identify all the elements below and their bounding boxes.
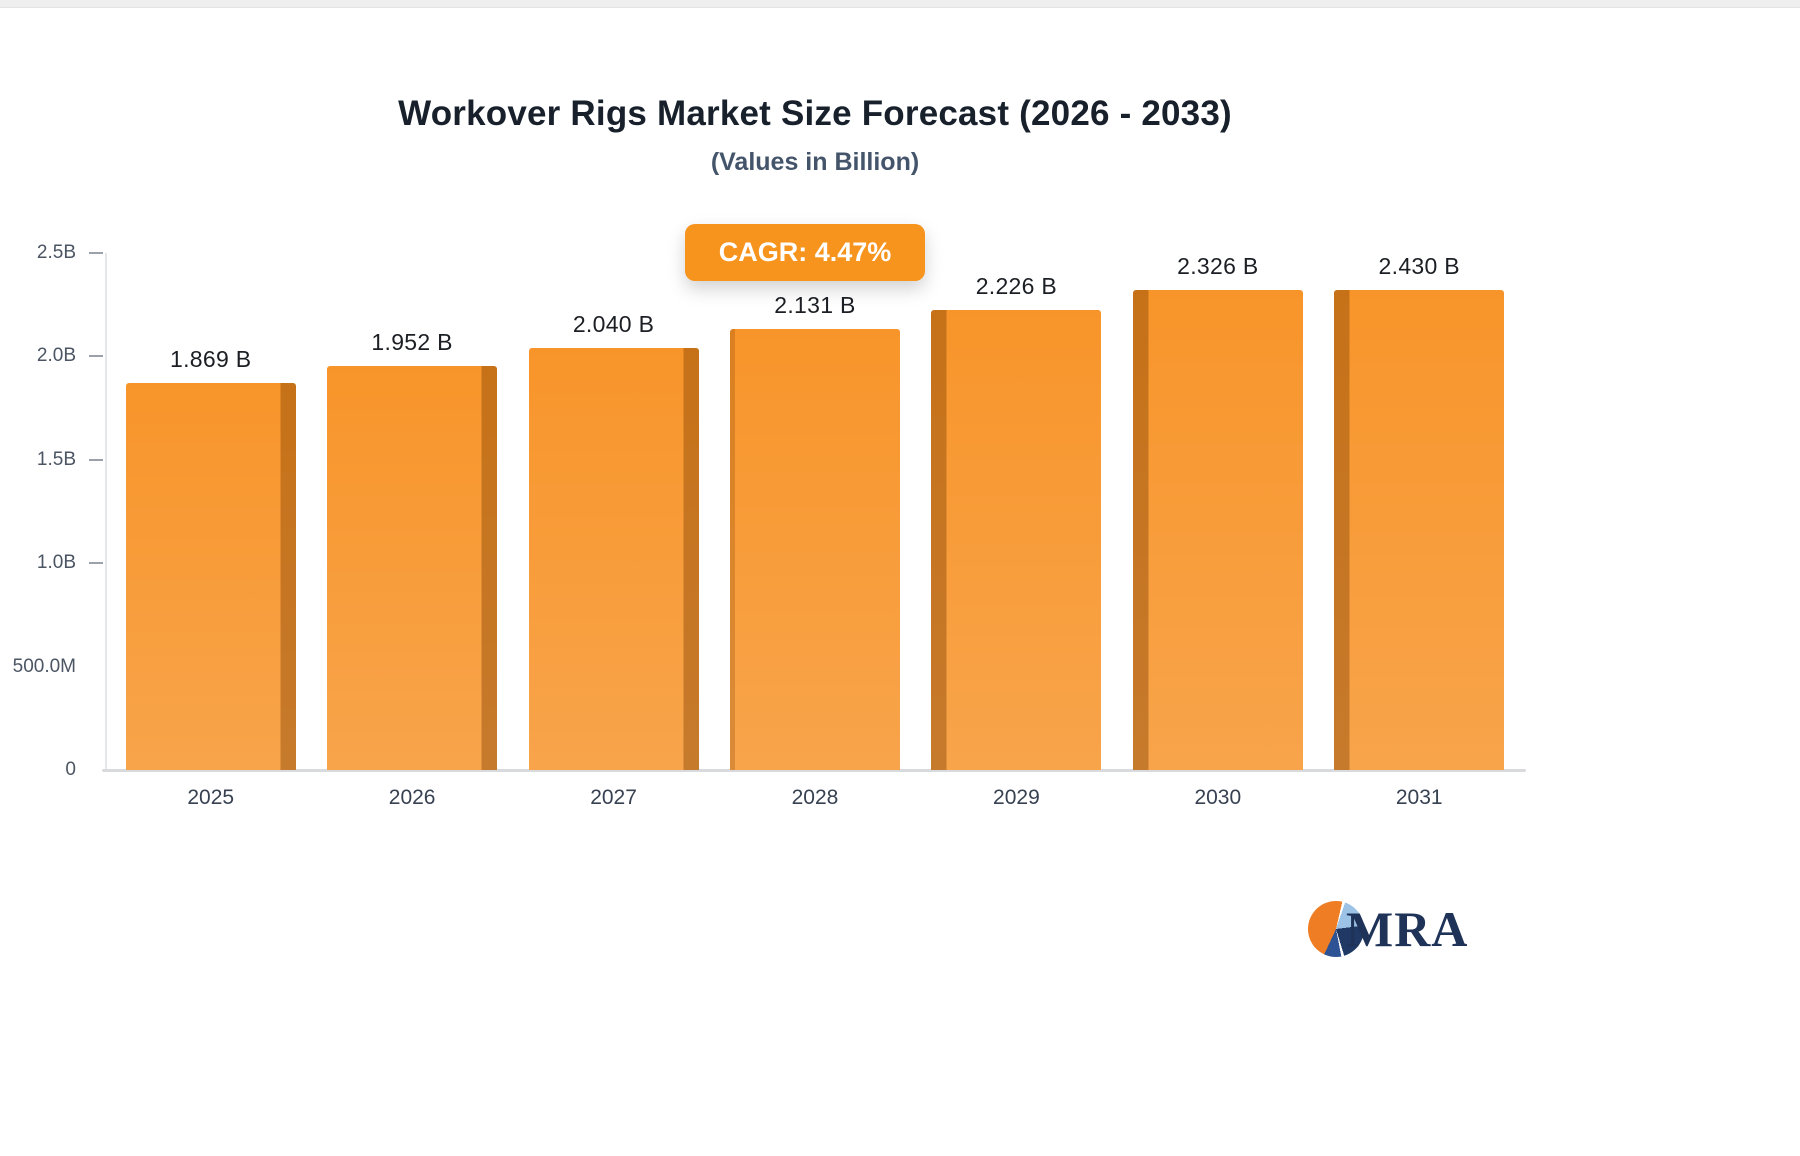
bar-slot-2025: 1.869 B [110,253,311,770]
chart-subtitle: (Values in Billion) [710,148,920,176]
y-tick-row: 500.0M [0,655,105,679]
y-axis-tick [89,355,103,358]
y-tick-row: 0 [0,758,105,782]
x-axis-label-2027: 2027 [590,786,637,809]
y-axis-label: 1.5B [36,448,76,470]
x-axis-label-2026: 2026 [388,786,436,809]
bar-2030[interactable] [1132,290,1303,770]
bar-value-label: 2.430 B [1378,253,1460,279]
bar-value-label: 1.952 B [371,329,453,355]
x-axis-label-2025: 2025 [187,786,235,809]
bar-2026[interactable] [327,366,498,770]
bar-value-label: 2.040 B [572,311,655,337]
y-axis-tick-box [76,252,105,254]
bar-2028[interactable] [729,329,900,770]
y-tick-row: 1.0B [0,551,105,575]
logo-text: MRA [1346,901,1469,957]
y-axis-label: 0 [65,759,76,780]
y-tick-row: 1.5B [0,448,105,472]
top-edge-divider [0,0,1800,8]
x-axis-label-2031: 2031 [1395,786,1443,809]
y-axis-label: 500.0M [12,655,76,677]
bar-2027[interactable] [528,348,699,770]
y-axis-label: 2.5B [36,242,76,263]
bar-slot-2028: 2.131 B [714,253,915,770]
y-axis-tick [89,252,103,254]
y-axis-tick [89,458,103,461]
y-axis-label: 1.0B [36,552,76,574]
logo[interactable]: MRA [1308,900,1468,958]
y-axis: 2.5B 2.0B 1.5B 1.0B 500.0M 0 [0,0,105,1156]
x-axis-label-2030: 2030 [1194,786,1242,809]
x-axis-labels: 2025 2026 2027 2028 2029 2030 2031 [110,786,1520,810]
y-tick-row: 2.5B [0,241,105,265]
bar-value-label: 1.869 B [170,346,252,372]
bar-slot-2029: 2.226 B [916,253,1117,770]
bar-2029[interactable] [931,310,1102,770]
x-axis-baseline [102,769,1526,772]
y-tick-row: 2.0B [0,344,105,368]
x-axis-label-2028: 2028 [791,786,839,809]
chart-title: Workover Rigs Market Size Forecast (2026… [398,94,1232,133]
bar-value-label: 2.326 B [1177,253,1259,279]
bar-slot-2026: 1.952 B [312,253,513,770]
cagr-badge: CAGR: 4.47% [685,224,925,281]
y-axis-tick-box [76,355,105,358]
y-axis-tick-box [76,562,105,565]
y-axis-label: 2.0B [36,345,76,367]
bar-slot-2027: 2.040 B [513,253,714,770]
logo-pie-icon [1308,901,1364,957]
x-axis-label-2029: 2029 [993,786,1040,809]
y-axis-line [105,253,107,770]
y-axis-tick-box [76,458,105,461]
bar-value-label: 2.131 B [774,292,856,318]
bar-2025[interactable] [125,383,296,770]
bar-2031[interactable] [1334,290,1505,770]
bar-slot-2030: 2.326 B [1117,253,1318,770]
y-axis-tick [89,562,103,565]
bar-value-label: 2.226 B [975,273,1058,299]
bar-group: 1.869 B 1.952 B 2.040 B 2.131 B 2.226 B 2.326… [110,253,1520,770]
bar-slot-2031: 2.430 B [1319,253,1520,770]
